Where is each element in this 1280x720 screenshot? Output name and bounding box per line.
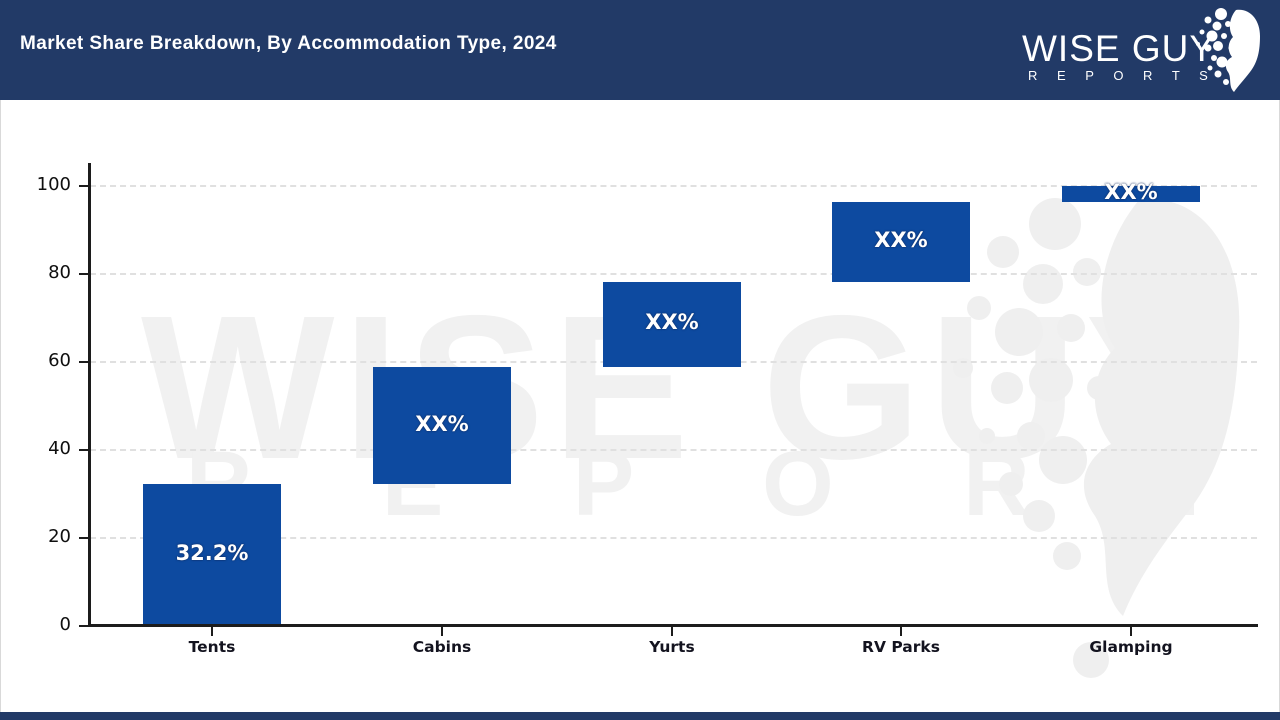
bar-value-label: XX%	[645, 310, 699, 335]
watermark-head-icon	[953, 198, 1240, 678]
y-tick-60	[79, 361, 88, 363]
header-bar: Market Share Breakdown, By Accommodation…	[0, 0, 1280, 100]
bar-value-label: XX%	[1104, 179, 1158, 204]
bar-segment-tents	[143, 484, 281, 626]
x-tick-1	[441, 627, 443, 636]
bar-value-label: XX%	[874, 227, 928, 252]
x-category-label: Cabins	[412, 638, 472, 656]
y-tick-label-40: 40	[48, 438, 71, 459]
gridline-40	[90, 449, 1257, 451]
logo-wordmark: WISE GUY	[1022, 28, 1216, 69]
x-tick-2	[671, 627, 673, 636]
bar-segment-yurts	[603, 281, 741, 367]
x-category-label: Yurts	[649, 638, 695, 656]
gridline-20	[90, 537, 1257, 539]
x-tick-4	[1130, 627, 1132, 636]
y-tick-label-60: 60	[48, 350, 71, 371]
x-category-label: Tents	[188, 638, 236, 656]
bar-segment-rv-parks	[832, 201, 970, 282]
plot-area: WISE GUY R E P O R T S 02040608010032.2%…	[0, 100, 1280, 714]
y-tick-label-80: 80	[48, 262, 71, 283]
y-tick-label-100: 100	[36, 174, 71, 195]
bar-value-label: 32.2%	[175, 541, 249, 566]
bar-value-label: XX%	[415, 411, 469, 436]
bar-segment-cabins	[373, 366, 511, 485]
y-tick-80	[79, 273, 88, 275]
logo-subtext: R E P O R T S	[1028, 68, 1216, 83]
gridline-100	[90, 185, 1257, 187]
y-axis-line	[88, 163, 91, 627]
bar-segment-glamping	[1062, 186, 1200, 202]
x-tick-3	[900, 627, 902, 636]
y-tick-label-0: 0	[59, 614, 71, 635]
gridline-80	[90, 273, 1257, 275]
wise-guy-reports-logo: WISE GUY R E P O R T S	[1002, 6, 1262, 94]
x-axis-line	[88, 624, 1258, 627]
x-tick-0	[211, 627, 213, 636]
y-tick-40	[79, 449, 88, 451]
y-tick-100	[79, 185, 88, 187]
x-category-label: RV Parks	[862, 638, 940, 656]
footer-bar	[0, 712, 1280, 720]
y-tick-20	[79, 537, 88, 539]
y-tick-label-20: 20	[48, 526, 71, 547]
y-tick-0	[79, 625, 88, 627]
x-category-label: Glamping	[1089, 638, 1173, 656]
dotted-head-icon	[1196, 8, 1260, 93]
chart-title: Market Share Breakdown, By Accommodation…	[20, 33, 557, 54]
